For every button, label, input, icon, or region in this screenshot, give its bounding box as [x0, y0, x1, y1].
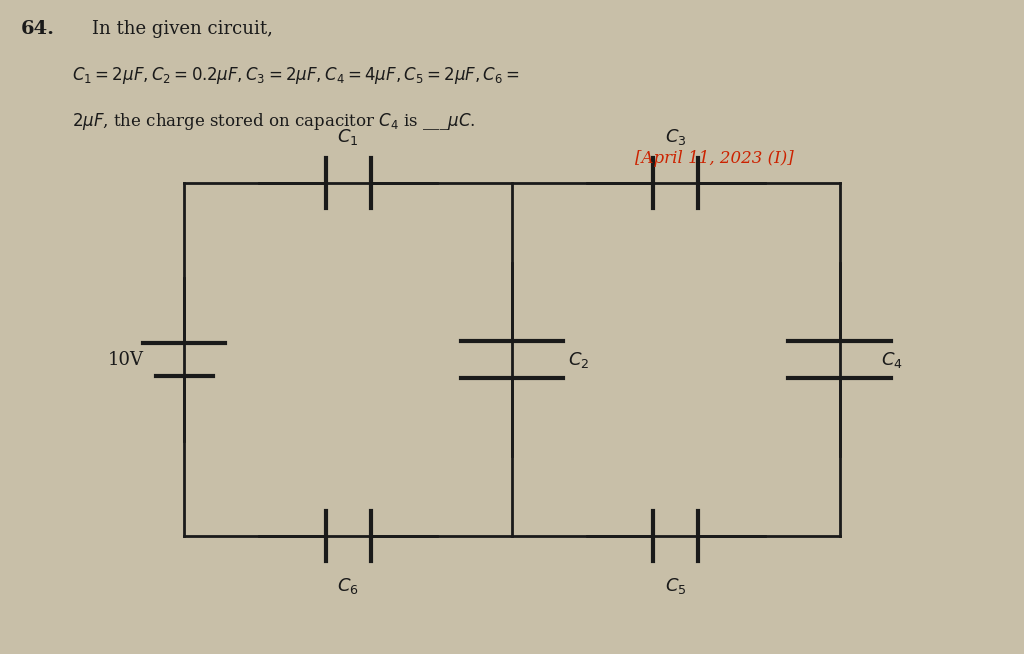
Text: $C_1$: $C_1$ — [338, 127, 358, 147]
Text: $C_1=2\mu F, C_2=0.2\mu F, C_3=2\mu F, C_4=4\mu F, C_5=2\mu F, C_6=$: $C_1=2\mu F, C_2=0.2\mu F, C_3=2\mu F, C… — [72, 65, 519, 86]
Text: $C_5$: $C_5$ — [665, 576, 687, 596]
Text: $C_6$: $C_6$ — [337, 576, 359, 596]
Text: $2\mu F$, the charge stored on capacitor $C_4$ is ___$\mu C$.: $2\mu F$, the charge stored on capacitor… — [72, 111, 475, 132]
Text: $C_4$: $C_4$ — [881, 350, 902, 370]
Text: 10V: 10V — [108, 351, 143, 369]
Text: In the given circuit,: In the given circuit, — [92, 20, 273, 38]
Text: [April 11, 2023 (I)]: [April 11, 2023 (I)] — [635, 150, 794, 167]
Text: $C_3$: $C_3$ — [665, 127, 687, 147]
Text: 64.: 64. — [20, 20, 54, 38]
Text: $C_2$: $C_2$ — [568, 350, 590, 370]
